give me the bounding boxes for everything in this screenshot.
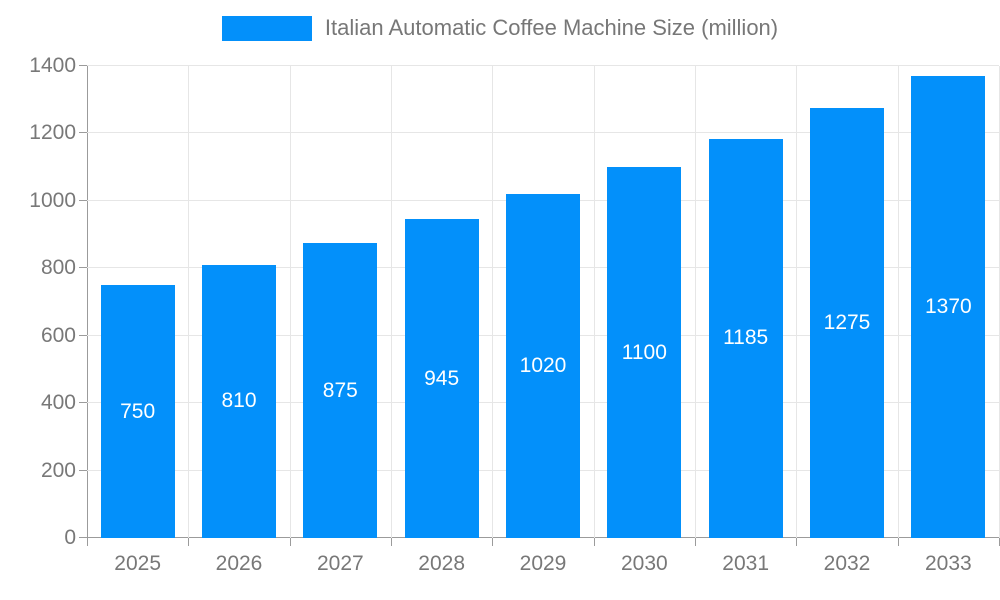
y-axis-tick bbox=[79, 65, 87, 66]
gridline-vertical bbox=[897, 66, 899, 538]
y-axis-tick-label: 1200 bbox=[29, 121, 76, 145]
bar-2029: 1020 bbox=[506, 194, 580, 538]
gridline-vertical bbox=[188, 66, 190, 538]
x-axis-tick-label: 2031 bbox=[722, 552, 770, 575]
x-axis-tick bbox=[391, 538, 392, 546]
y-axis-tick-label: 1000 bbox=[29, 188, 76, 212]
bar-2026: 810 bbox=[202, 264, 276, 538]
x-axis-tick-label: 2029 bbox=[519, 552, 567, 575]
y-axis-tick-label: 800 bbox=[40, 256, 76, 280]
y-axis-tick-label: 600 bbox=[40, 323, 76, 347]
x-axis-tick-label: 2028 bbox=[418, 552, 466, 575]
bar-value-label: 1020 bbox=[519, 354, 567, 378]
y-axis-tick bbox=[79, 199, 87, 201]
x-axis-tick bbox=[188, 538, 190, 546]
y-axis-tick bbox=[79, 537, 87, 538]
bar-2025: 750 bbox=[100, 285, 175, 538]
y-axis-tick bbox=[79, 402, 87, 404]
bar-2028: 945 bbox=[404, 219, 479, 538]
x-axis-tick bbox=[289, 538, 291, 546]
plot-area: 0 200 400 600 800 1000 1200 1400 750 2025 810 2026 8… bbox=[29, 54, 1000, 575]
gridline-horizontal bbox=[87, 132, 999, 134]
legend-label: Italian Automatic Coffee Machine Size (m… bbox=[324, 15, 779, 40]
y-axis-line bbox=[87, 66, 88, 538]
gridline-horizontal bbox=[87, 65, 999, 66]
bar-2033: 1370 bbox=[911, 76, 986, 538]
bar-value-label: 1185 bbox=[723, 326, 769, 350]
bar-value-label: 945 bbox=[424, 366, 460, 390]
y-axis-tick-label: 200 bbox=[40, 458, 76, 482]
gridline-vertical bbox=[492, 66, 494, 538]
x-axis-tick bbox=[695, 538, 696, 546]
bar-value-label: 1370 bbox=[924, 295, 972, 319]
x-axis-tick bbox=[796, 538, 798, 546]
gridline-vertical bbox=[695, 66, 696, 538]
bar-value-label: 1275 bbox=[823, 311, 871, 335]
x-axis-tick-label: 2027 bbox=[316, 552, 364, 575]
bar-2030: 1100 bbox=[607, 167, 682, 538]
gridline-vertical bbox=[391, 66, 392, 538]
y-axis-tick-label: 1400 bbox=[29, 54, 76, 77]
x-axis-tick-label: 2026 bbox=[215, 552, 263, 575]
bar-value-label: 810 bbox=[221, 389, 257, 413]
y-axis-tick bbox=[79, 132, 87, 134]
gridline-vertical bbox=[289, 66, 291, 538]
x-axis-tick-label: 2033 bbox=[924, 552, 972, 575]
bar-2032: 1275 bbox=[810, 108, 884, 538]
gridline-vertical bbox=[593, 66, 595, 538]
y-axis-tick-label: 0 bbox=[64, 526, 76, 549]
legend-swatch bbox=[221, 15, 312, 41]
y-axis-tick bbox=[79, 469, 87, 471]
x-axis-tick bbox=[593, 538, 595, 546]
y-axis-tick bbox=[79, 334, 87, 336]
y-axis-tick bbox=[79, 267, 87, 269]
bar-value-label: 1100 bbox=[621, 340, 667, 364]
x-axis-tick-label: 2025 bbox=[114, 552, 162, 575]
bar-value-label: 875 bbox=[322, 378, 358, 402]
x-axis-tick-label: 2032 bbox=[823, 552, 871, 575]
legend: Italian Automatic Coffee Machine Size (m… bbox=[0, 15, 1000, 41]
gridline-vertical bbox=[796, 66, 798, 538]
y-axis-tick-label: 400 bbox=[40, 391, 76, 415]
bar-value-label: 750 bbox=[120, 399, 156, 423]
x-axis-tick bbox=[492, 538, 494, 546]
bar-2027: 875 bbox=[303, 243, 378, 538]
x-axis-tick bbox=[87, 538, 88, 546]
x-axis-tick-label: 2030 bbox=[620, 552, 668, 575]
bar-2031: 1185 bbox=[708, 138, 783, 538]
x-axis-tick bbox=[897, 538, 899, 546]
